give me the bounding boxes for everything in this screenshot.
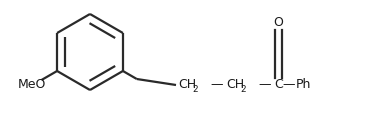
Text: 2: 2 (192, 84, 197, 94)
Text: CH: CH (178, 79, 196, 91)
Text: —: — (210, 79, 223, 91)
Text: —: — (258, 79, 270, 91)
Text: O: O (273, 15, 283, 29)
Text: MeO: MeO (18, 79, 46, 91)
Text: Ph: Ph (296, 79, 311, 91)
Text: —: — (282, 79, 295, 91)
Text: C: C (274, 79, 283, 91)
Text: 2: 2 (240, 84, 246, 94)
Text: CH: CH (226, 79, 244, 91)
